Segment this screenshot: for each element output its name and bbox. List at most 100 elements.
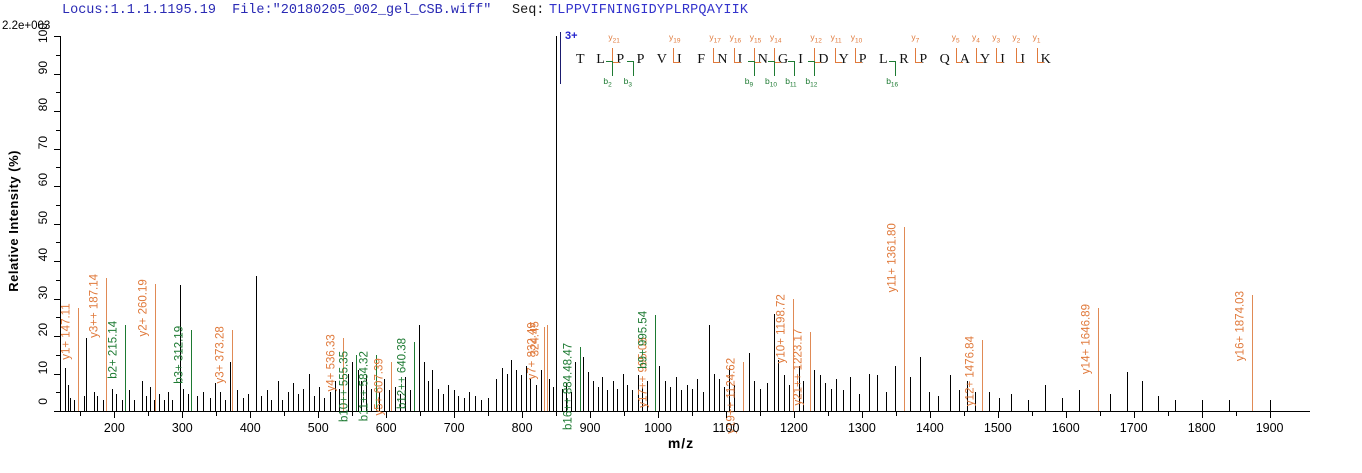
- ladder-y-tick: [996, 48, 1004, 63]
- peak-label: b12++ 640.38: [396, 337, 409, 409]
- y-tick-label: 50: [36, 210, 50, 224]
- annotated-peak-y: [232, 330, 234, 411]
- spectrum-peak: [1079, 390, 1081, 411]
- ladder-b-tick: [747, 61, 755, 76]
- y-tick-minor: [56, 317, 60, 319]
- spectrum-peak: [702, 392, 704, 411]
- annotated-peak-y: [903, 227, 905, 411]
- spectrum-peak: [842, 390, 844, 411]
- precursor-marker-line: [560, 32, 561, 84]
- charge-state-label: 3+: [565, 30, 578, 42]
- spectrum-peak: [583, 356, 585, 411]
- ladder-b-tick: [808, 61, 816, 76]
- spectrum-peak: [849, 377, 851, 411]
- spectrum-peak: [297, 394, 299, 411]
- spectrum-peak: [318, 386, 320, 411]
- x-tick: [1065, 412, 1067, 418]
- x-tick-label: 1500: [983, 421, 1012, 435]
- spectrum-peak: [388, 390, 390, 411]
- ladder-residue: Q: [939, 52, 950, 67]
- spectrum-peak: [399, 394, 401, 411]
- ladder-y-label: y3: [992, 32, 1001, 45]
- annotated-peak-y: [1252, 294, 1253, 411]
- x-tick-label: 1200: [780, 421, 808, 435]
- spectrum-peak: [229, 362, 231, 411]
- spectrum-peak: [203, 392, 205, 411]
- ladder-residue: D: [818, 52, 829, 67]
- spectrum-peak: [516, 369, 517, 411]
- ladder-y-label: y21: [608, 32, 620, 45]
- spectrum-peak: [783, 375, 785, 411]
- spectrum-peak: [729, 367, 731, 411]
- spectrum-peak: [277, 381, 279, 411]
- spectrum-peak: [197, 396, 199, 411]
- y-tick-label: 30: [36, 285, 50, 299]
- spectrum-peak: [116, 394, 118, 411]
- spectrum-peak: [334, 381, 336, 411]
- peptide-sequence-text: TLPPVIFNINGIDYPLRPQAYIIK: [549, 3, 749, 18]
- spectrum-peak: [85, 337, 87, 411]
- x-tick-minor: [1099, 412, 1101, 416]
- spectrum-peak: [553, 386, 555, 411]
- ladder-y-tick: [612, 48, 620, 63]
- spectrum-peak: [73, 399, 75, 411]
- annotated-peak-b: [355, 354, 357, 411]
- annotated-peak-y: [544, 326, 546, 411]
- spectrum-peak: [266, 390, 268, 411]
- annotated-peak-y: [793, 298, 795, 411]
- peak-label: b9+ 995.54: [637, 311, 650, 370]
- spectrum-peak: [647, 381, 649, 411]
- spectrum-peak: [488, 397, 490, 411]
- spectrum-peak: [798, 366, 800, 411]
- spectrum-peak: [1174, 399, 1176, 411]
- ladder-b-foot: [606, 61, 614, 62]
- spectrum-peak: [773, 313, 775, 411]
- spectrum-peak: [575, 362, 577, 411]
- spectrum-peak: [219, 392, 221, 411]
- spectrum-peak: [622, 373, 624, 411]
- y-tick: [54, 148, 60, 150]
- ladder-residue: I: [798, 52, 803, 67]
- spectrum-peak: [141, 381, 143, 411]
- spectrum-peak: [909, 377, 911, 411]
- spectrum-peak: [1062, 397, 1064, 411]
- spectrum-peak: [819, 375, 821, 411]
- ladder-y-foot: [733, 62, 741, 63]
- spectrum-peak: [458, 396, 460, 411]
- spectrum-peak: [1028, 399, 1030, 411]
- spectrum-peak: [237, 390, 239, 411]
- spectrum-peak: [448, 384, 449, 411]
- spectrum-peak: [329, 392, 331, 411]
- ladder-y-label: y1: [1032, 32, 1041, 45]
- x-axis-line: [60, 411, 1310, 412]
- ladder-y-label: y14: [770, 32, 782, 45]
- y-tick-minor: [56, 392, 60, 394]
- ladder-y-tick: [673, 48, 680, 63]
- spectrum-peak: [159, 394, 161, 411]
- x-tick: [250, 412, 252, 418]
- ladder-residue: L: [596, 52, 605, 67]
- x-tick-minor: [691, 412, 693, 416]
- spectrum-peak: [959, 390, 961, 411]
- spectrum-peak: [571, 392, 572, 411]
- ladder-y-label: y11: [830, 32, 842, 45]
- ladder-y-label: y17: [709, 32, 721, 45]
- ladder-y-foot: [996, 62, 1004, 63]
- ladder-b-tick: [889, 61, 897, 76]
- ladder-y-tick: [955, 48, 963, 63]
- spectrum-peak: [511, 360, 513, 411]
- x-tick-label: 1900: [1255, 421, 1284, 435]
- x-tick-minor: [895, 412, 897, 416]
- spectrum-peak: [675, 377, 677, 411]
- annotated-peak-b: [655, 315, 656, 411]
- x-tick-label: 300: [171, 421, 193, 435]
- spectrum-peak: [670, 386, 672, 411]
- spectrum-peak: [69, 397, 71, 411]
- spectrum-peak: [565, 382, 567, 411]
- spectrum-peak: [766, 382, 768, 411]
- spectrum-peak: [153, 399, 155, 411]
- spectrum-peak: [592, 381, 594, 411]
- peak-label: y14+ 1646.89: [1080, 303, 1093, 374]
- annotated-peak-y: [742, 362, 744, 411]
- spectrum-peak: [1201, 399, 1203, 411]
